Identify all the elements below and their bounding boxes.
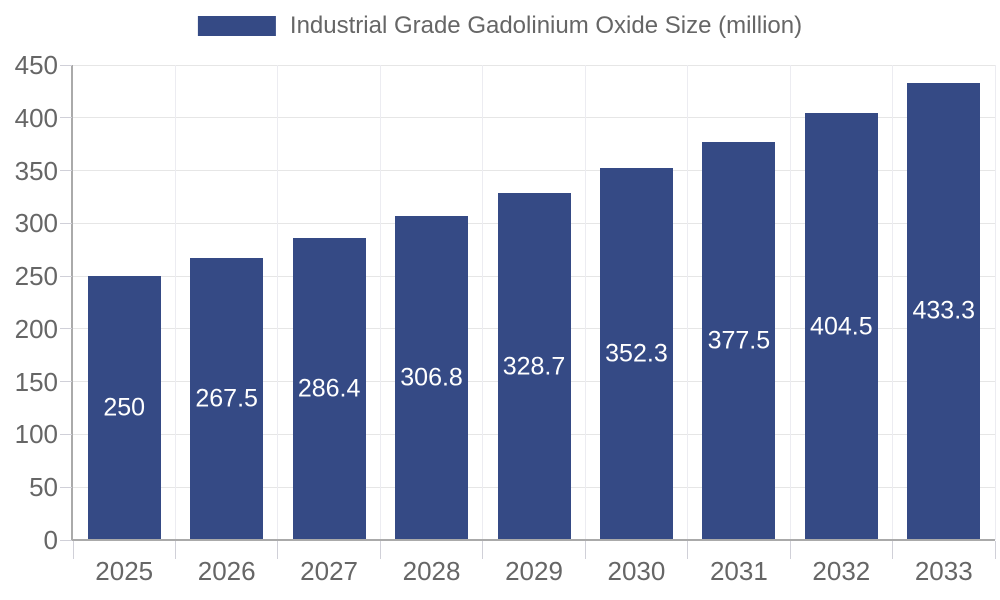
gridline-x-3 [379, 65, 381, 540]
x-tick-mark-1 [174, 541, 176, 559]
legend-item[interactable]: Industrial Grade Gadolinium Oxide Size (… [197, 12, 803, 40]
y-tick-label-50: 50 [29, 472, 58, 503]
y-tick-label-150: 150 [14, 366, 58, 397]
y-tick-label-250: 250 [14, 261, 58, 292]
bar-2033[interactable]: 433.3 [907, 82, 981, 540]
y-tick-mark-350 [60, 170, 72, 172]
bar-value-label-2032: 404.5 [810, 312, 873, 341]
bar-value-label-2030: 352.3 [605, 339, 668, 368]
x-tick-mark-6 [687, 541, 689, 559]
y-tick-label-200: 200 [14, 313, 58, 344]
x-tick-mark-8 [892, 541, 894, 559]
y-tick-mark-0 [60, 539, 72, 541]
gridline-x-9 [994, 65, 996, 540]
gridline-x-4 [482, 65, 484, 540]
x-tick-label-2029: 2029 [505, 556, 563, 586]
gridline-y-400 [73, 117, 995, 119]
bar-2025[interactable]: 250 [87, 276, 161, 540]
x-tick-label-2028: 2028 [402, 556, 461, 586]
x-tick-label-2025: 2025 [95, 556, 154, 586]
y-tick-mark-50 [60, 486, 72, 488]
gridline-x-2 [277, 65, 279, 540]
y-tick-mark-400 [60, 117, 72, 119]
x-tick-mark-7 [789, 541, 791, 559]
gridline-y-350 [73, 170, 995, 172]
y-tick-label-100: 100 [14, 419, 58, 450]
x-tick-label-2027: 2027 [300, 556, 359, 586]
bar-value-label-2026: 267.5 [195, 384, 258, 413]
x-tick-mark-3 [379, 541, 381, 559]
bar-value-label-2027: 286.4 [297, 374, 361, 403]
x-axis-line [71, 539, 995, 541]
y-tick-label-450: 450 [14, 50, 58, 80]
bar-2028[interactable]: 306.8 [395, 216, 469, 540]
bar-value-label-2033: 433.3 [912, 296, 976, 325]
y-tick-mark-150 [60, 381, 72, 383]
y-tick-mark-100 [60, 433, 72, 435]
bar-2027[interactable]: 286.4 [292, 237, 366, 540]
y-axis-line [71, 65, 73, 540]
gridline-x-1 [174, 65, 176, 540]
y-tick-mark-300 [60, 222, 72, 224]
bar-2030[interactable]: 352.3 [599, 168, 673, 540]
y-tick-mark-200 [60, 328, 72, 330]
x-tick-label-2032: 2032 [812, 556, 871, 586]
bar-value-label-2025: 250 [103, 393, 146, 422]
gridline-x-7 [789, 65, 791, 540]
y-tick-mark-250 [60, 275, 72, 277]
y-tick-label-300: 300 [14, 208, 58, 239]
gridline-x-6 [687, 65, 689, 540]
legend-label: Industrial Grade Gadolinium Oxide Size (… [289, 12, 803, 39]
y-tick-mark-450 [60, 64, 72, 66]
gridline-x-5 [584, 65, 586, 540]
x-tick-label-2030: 2030 [607, 556, 666, 586]
x-tick-mark-2 [277, 541, 279, 559]
bar-2026[interactable]: 267.5 [190, 257, 264, 540]
bar-value-label-2031: 377.5 [707, 326, 771, 355]
y-tick-label-0: 0 [43, 525, 58, 555]
x-tick-label-2031: 2031 [709, 556, 768, 586]
x-tick-mark-9 [994, 541, 996, 559]
x-tick-mark-4 [482, 541, 484, 559]
y-tick-label-350: 350 [14, 155, 58, 186]
gridline-x-8 [892, 65, 894, 540]
y-tick-label-400: 400 [14, 102, 58, 133]
gridline-y-450 [73, 64, 995, 66]
plot-area: 250 267.5 286.4 306.8 328.7 352.3 377.5 404.5 43… [73, 64, 996, 540]
x-tick-mark-0 [72, 541, 74, 559]
x-tick-label-2026: 2026 [197, 556, 256, 586]
x-tick-mark-5 [584, 541, 586, 559]
bar-2032[interactable]: 404.5 [804, 113, 878, 540]
bar-2031[interactable]: 377.5 [702, 141, 776, 540]
legend-swatch-icon [197, 16, 276, 36]
bar-value-label-2029: 328.7 [502, 352, 566, 381]
bar-value-label-2028: 306.8 [400, 363, 463, 392]
bar-2029[interactable]: 328.7 [497, 193, 571, 540]
x-tick-label-2033: 2033 [914, 556, 973, 586]
